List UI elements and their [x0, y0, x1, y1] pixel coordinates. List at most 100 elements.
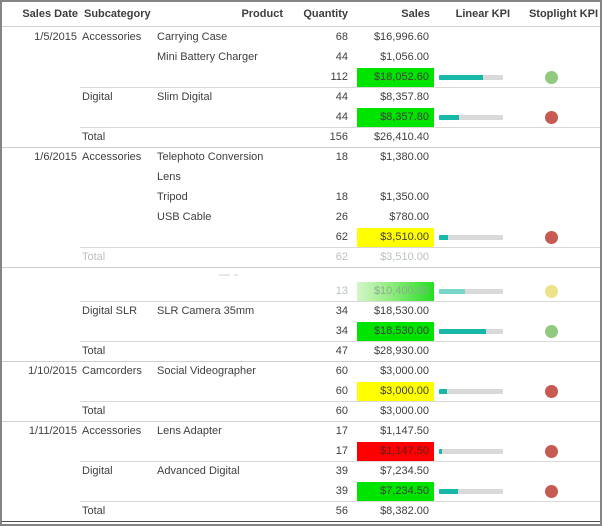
- linear-kpi-cell: [434, 67, 514, 87]
- column-header-sales-date[interactable]: Sales Date: [22, 8, 78, 20]
- table-row: 112 $18,052.60: [2, 67, 600, 87]
- sales-cell: $8,382.00: [352, 501, 434, 521]
- sales-kpi-colored-cell-green: $7,234.50: [357, 481, 434, 501]
- product-cell: [155, 341, 287, 361]
- date-cell-text: 1/6/2015: [34, 151, 77, 163]
- table-row: Digital SLR SLR Camera 35mm 34 $18,530.00: [2, 301, 600, 321]
- column-header-linear-kpi[interactable]: Linear KPI: [455, 8, 510, 20]
- linear-kpi-bar-fill: [439, 114, 460, 120]
- stoplight-kpi-cell: [514, 187, 600, 207]
- linear-kpi-bar-track: [439, 388, 503, 394]
- sales-cell: $18,052.60: [352, 67, 434, 87]
- stoplight-kpi-cell: [514, 27, 600, 47]
- product-cell-text: Slim Digital: [157, 90, 213, 103]
- product-cell: USB Cable: [155, 207, 287, 227]
- product-cell-text: Mini Battery Charger: [157, 50, 258, 63]
- linear-kpi-cell: [434, 107, 514, 127]
- sales-cell: $1,350.00: [352, 187, 434, 207]
- quantity-cell: 39: [287, 481, 352, 501]
- sales-cell: $1,380.00: [352, 147, 434, 187]
- table-row: Tripod 18 $1,350.00: [2, 187, 600, 207]
- column-header-subcategory[interactable]: Subcategory: [84, 8, 151, 20]
- subcategory-cell: [80, 381, 155, 401]
- linear-kpi-cell: [434, 481, 514, 501]
- stoplight-yellow-icon: [545, 284, 558, 298]
- quantity-cell: 26: [287, 207, 352, 227]
- date-cell: [2, 321, 80, 341]
- date-cell: [2, 207, 80, 227]
- product-cell-text: Telephoto Conversion Lens: [157, 151, 264, 183]
- quantity-cell-text: 112: [330, 71, 348, 83]
- linear-kpi-cell: [434, 187, 514, 207]
- subcategory-cell: Camcorders: [80, 361, 155, 381]
- sales-value-text: $18,052.60: [373, 71, 429, 83]
- product-cell-text: Lens Adapter: [157, 424, 222, 437]
- sales-kpi-colored-cell-green: $18,052.60: [357, 67, 434, 87]
- quantity-cell-text: 17: [335, 445, 348, 457]
- total-label-cell: Total: [80, 247, 155, 267]
- sales-value-text: $16,996.60: [373, 31, 429, 43]
- quantity-cell-text: 56: [335, 505, 348, 517]
- sales-cell: $8,357.80: [352, 107, 434, 127]
- sales-cell: $3,000.00: [352, 401, 434, 421]
- stoplight-kpi-cell: [514, 107, 600, 127]
- linear-kpi-bar-track: [439, 74, 503, 80]
- sales-cell: $7,234.50: [352, 481, 434, 501]
- quantity-cell-text: 44: [335, 51, 348, 63]
- stoplight-kpi-cell: [514, 381, 600, 401]
- total-label-cell: Total: [80, 501, 155, 521]
- linear-kpi-cell: [434, 421, 514, 441]
- linear-kpi-bar-fill: [439, 288, 466, 294]
- linear-kpi-cell: [434, 301, 514, 321]
- product-cell-text: SLR Camera 35mm: [157, 304, 255, 317]
- table-row: 60 $3,000.00: [2, 381, 600, 401]
- quantity-cell-text: 39: [335, 485, 348, 497]
- row-separator-line: [2, 147, 600, 148]
- row-separator-line: [80, 247, 600, 248]
- table-row: 1/5/2015 Accessories Carrying Case 68 $16,99…: [2, 27, 600, 47]
- linear-kpi-cell: [434, 207, 514, 227]
- stoplight-kpi-cell: [514, 321, 600, 341]
- date-cell: 1/6/2015: [2, 147, 80, 187]
- subcategory-cell-text: Accessories: [82, 31, 142, 43]
- row-separator-line: [2, 267, 600, 268]
- quantity-cell-text: 44: [335, 111, 348, 123]
- quantity-cell: 44: [287, 47, 352, 67]
- date-cell: [2, 187, 80, 207]
- quantity-cell: 44: [287, 87, 352, 107]
- sales-value-text: $1,380.00: [380, 151, 429, 163]
- product-cell: [155, 227, 287, 247]
- product-cell-text: Carrying Case: [157, 30, 228, 43]
- quantity-cell-text: 60: [335, 405, 348, 417]
- column-header-product[interactable]: Product: [241, 8, 283, 20]
- sales-value-text: $8,357.80: [380, 91, 429, 103]
- sales-cell: $3,000.00: [352, 361, 434, 381]
- table-body: 1/5/2015 Accessories Carrying Case 68 $16,99…: [2, 27, 600, 524]
- quantity-cell: 60: [287, 361, 352, 381]
- date-cell: [2, 107, 80, 127]
- linear-kpi-bar-fill: [439, 388, 447, 394]
- product-cell: [155, 247, 287, 267]
- sales-cell: $26,410.40: [352, 127, 434, 147]
- faded-row-remnant: [219, 274, 230, 276]
- stoplight-kpi-cell: [514, 87, 600, 107]
- sales-kpi-colored-cell-green-faded: $10,400.00: [357, 281, 434, 301]
- stoplight-kpi-cell: [514, 281, 600, 301]
- table-row: Total 156 $26,410.40: [2, 127, 600, 147]
- column-header-stoplight-kpi[interactable]: Stoplight KPI: [528, 8, 598, 20]
- stoplight-kpi-cell: [514, 301, 600, 321]
- row-separator-line: [2, 421, 600, 422]
- quantity-cell-text: 62: [335, 231, 348, 243]
- date-cell: [2, 501, 80, 521]
- product-cell-text: Social Videographer: [157, 364, 256, 377]
- subcategory-cell: [80, 187, 155, 207]
- date-cell: [2, 67, 80, 87]
- sales-value-text: $7,234.50: [380, 465, 429, 477]
- total-label-cell: Total: [80, 401, 155, 421]
- date-cell-text: 1/5/2015: [34, 31, 77, 43]
- table-row: Total579$113,992.40: [2, 521, 600, 524]
- date-cell: [2, 281, 80, 301]
- date-cell: [2, 301, 80, 321]
- column-header-sales[interactable]: Sales: [401, 8, 430, 20]
- column-header-quantity[interactable]: Quantity: [303, 8, 348, 20]
